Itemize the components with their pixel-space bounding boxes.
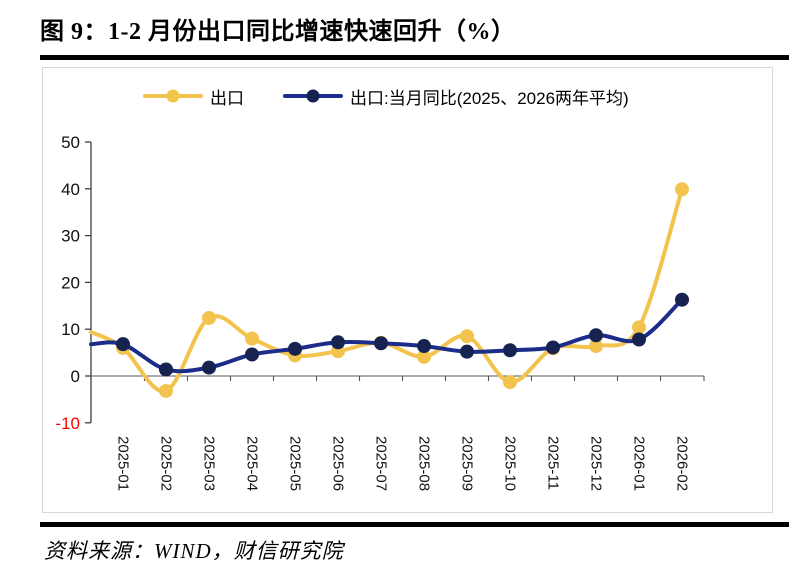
legend-item-1: 出口:当月同比(2025、2026两年平均) (283, 84, 629, 108)
series-marker-1 (546, 340, 560, 355)
series-marker-0 (675, 182, 689, 197)
series-marker-0 (503, 375, 517, 390)
series-marker-1 (202, 360, 216, 375)
series-marker-0 (417, 349, 431, 364)
y-tick-label: 50 (61, 133, 80, 152)
x-tick-label: 2025-08 (416, 436, 433, 491)
series-marker-0 (245, 331, 259, 346)
x-tick-label: 2025-07 (373, 436, 390, 491)
chart-area: 50 40 30 20 10 0 -10 2025-01 2025-02 2025-03 2025-… (42, 67, 773, 513)
series-marker-1 (245, 347, 259, 362)
y-tick-label: -10 (55, 414, 80, 433)
series-marker-1 (331, 335, 345, 350)
x-tick-label: 2026-01 (631, 436, 648, 491)
y-tick-label: 10 (61, 320, 80, 339)
series-marker-1 (374, 336, 388, 351)
x-tick-label: 2025-10 (502, 436, 519, 491)
series-marker-1 (460, 344, 474, 359)
footer-rule (40, 522, 789, 527)
x-tick-label: 2025-05 (287, 436, 304, 491)
y-tick-label: 20 (61, 273, 80, 292)
series-marker-1 (589, 328, 603, 343)
series-marker-1 (632, 332, 646, 347)
legend-item-0: 出口 (143, 84, 244, 108)
legend-label: 出口 (210, 88, 244, 108)
x-tick-label: 2026-02 (674, 436, 691, 491)
series-marker-1 (503, 343, 517, 358)
series-marker-1 (675, 292, 689, 307)
source-note: 资料来源：WIND，财信研究院 (44, 539, 344, 563)
x-tick-label: 2025-01 (115, 436, 132, 491)
series-marker-0 (202, 310, 216, 325)
series-marker-1 (417, 339, 431, 354)
y-tick-label: 0 (71, 367, 80, 386)
legend-dot-icon (166, 89, 180, 103)
series-line-0 (89, 187, 684, 394)
plot-canvas: 50 40 30 20 10 0 -10 2025-01 2025-02 2025-03 2025-… (55, 133, 705, 491)
series-marker-0 (159, 383, 173, 398)
x-tick-label: 2025-06 (330, 436, 347, 491)
x-tick-label: 2025-04 (244, 436, 261, 491)
legend-dot-icon (306, 89, 320, 103)
series-marker-1 (159, 362, 173, 377)
legend-swatch-icon (143, 89, 203, 103)
legend-label: 出口:当月同比(2025、2026两年平均) (350, 88, 629, 108)
series-marker-0 (632, 320, 646, 335)
y-tick-label: 30 (61, 227, 80, 246)
series-marker-1 (116, 337, 130, 352)
x-tick-label: 2025-11 (545, 436, 562, 490)
x-tick-label: 2025-09 (459, 436, 476, 491)
title-underline (40, 55, 789, 60)
chart-title: 图 9：1-2 月份出口同比增速快速回升（%） (40, 19, 516, 45)
legend-swatch-icon (283, 89, 343, 103)
series-marker-1 (288, 341, 302, 356)
x-tick-label: 2025-02 (158, 436, 175, 491)
x-tick-label: 2025-12 (588, 436, 605, 491)
x-tick-label: 2025-03 (201, 436, 218, 491)
series-marker-0 (589, 339, 603, 354)
y-tick-label: 40 (61, 180, 80, 199)
legend: 出口 出口:当月同比(2025、2026两年平均) (43, 84, 772, 110)
series-marker-0 (460, 329, 474, 344)
